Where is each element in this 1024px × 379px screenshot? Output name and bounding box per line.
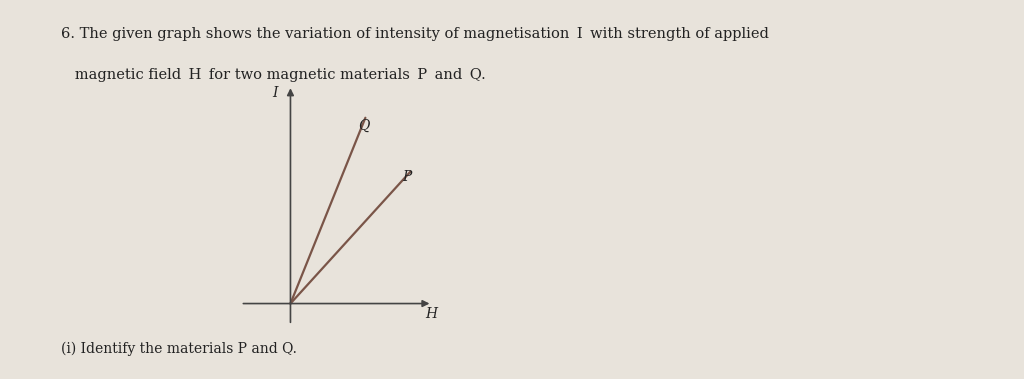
- Text: P: P: [402, 170, 412, 184]
- Text: (i) Identify the materials P and Q.: (i) Identify the materials P and Q.: [61, 342, 297, 356]
- Text: H: H: [425, 307, 437, 321]
- Text: magnetic field  H  for two magnetic materials  P  and  Q.: magnetic field H for two magnetic materi…: [61, 68, 486, 82]
- Text: Q: Q: [358, 119, 370, 133]
- Text: 6. The given graph shows the variation of intensity of magnetisation  I  with st: 6. The given graph shows the variation o…: [61, 27, 769, 41]
- Text: I: I: [272, 86, 278, 100]
